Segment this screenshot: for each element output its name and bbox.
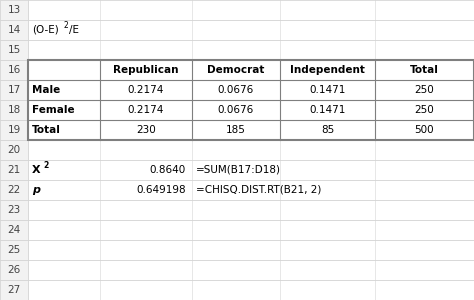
Text: 85: 85 — [321, 125, 334, 135]
Text: 26: 26 — [8, 265, 21, 275]
Bar — [28, 120, 474, 140]
Bar — [28, 140, 474, 160]
Text: (O-E): (O-E) — [32, 25, 59, 35]
Text: =SUM(B17:D18): =SUM(B17:D18) — [196, 165, 281, 175]
Bar — [28, 0, 474, 20]
Text: Male: Male — [32, 85, 60, 95]
Text: 250: 250 — [415, 105, 434, 115]
Text: 19: 19 — [8, 125, 21, 135]
Text: 0.0676: 0.0676 — [218, 85, 254, 95]
Text: 18: 18 — [8, 105, 21, 115]
Bar — [0, 200, 28, 220]
Bar — [0, 40, 28, 60]
Text: 500: 500 — [415, 125, 434, 135]
Text: Total: Total — [32, 125, 61, 135]
Bar — [28, 100, 474, 120]
Bar — [28, 60, 474, 80]
Text: Republican: Republican — [113, 65, 179, 75]
Text: 14: 14 — [8, 25, 21, 35]
Bar — [0, 80, 28, 100]
Bar — [0, 0, 28, 20]
Bar — [0, 120, 28, 140]
Text: 27: 27 — [8, 285, 21, 295]
Text: 0.1471: 0.1471 — [310, 85, 346, 95]
Text: 23: 23 — [8, 205, 21, 215]
Text: 17: 17 — [8, 85, 21, 95]
Text: 21: 21 — [8, 165, 21, 175]
Text: 25: 25 — [8, 245, 21, 255]
Bar — [28, 280, 474, 300]
Text: Female: Female — [32, 105, 74, 115]
Text: 16: 16 — [8, 65, 21, 75]
Bar — [0, 240, 28, 260]
Text: 0.0676: 0.0676 — [218, 105, 254, 115]
Bar — [0, 280, 28, 300]
Bar — [28, 40, 474, 60]
Bar — [0, 140, 28, 160]
Bar — [28, 80, 474, 100]
Text: =CHISQ.DIST.RT(B21, 2): =CHISQ.DIST.RT(B21, 2) — [196, 185, 321, 195]
Text: 0.649198: 0.649198 — [137, 185, 186, 195]
Bar — [28, 260, 474, 280]
Bar — [0, 160, 28, 180]
Text: 0.2174: 0.2174 — [128, 85, 164, 95]
Bar — [0, 220, 28, 240]
Text: 230: 230 — [136, 125, 156, 135]
Bar — [0, 20, 28, 40]
Bar — [28, 20, 474, 40]
Text: 0.1471: 0.1471 — [310, 105, 346, 115]
Bar — [0, 60, 28, 80]
Bar — [0, 260, 28, 280]
Text: 185: 185 — [226, 125, 246, 135]
Bar — [28, 60, 474, 140]
Text: p: p — [32, 185, 40, 195]
Text: 0.8640: 0.8640 — [150, 165, 186, 175]
Text: 2: 2 — [64, 21, 69, 30]
Text: 0.2174: 0.2174 — [128, 105, 164, 115]
Bar — [0, 100, 28, 120]
Bar — [0, 180, 28, 200]
Text: Democrat: Democrat — [207, 65, 264, 75]
Bar — [28, 160, 474, 180]
Text: Independent: Independent — [290, 65, 365, 75]
Bar — [28, 240, 474, 260]
Bar — [28, 180, 474, 200]
Text: 20: 20 — [8, 145, 20, 155]
Text: 22: 22 — [8, 185, 21, 195]
Text: 13: 13 — [8, 5, 21, 15]
Text: /E: /E — [69, 25, 79, 35]
Text: 24: 24 — [8, 225, 21, 235]
Text: X: X — [32, 165, 41, 175]
Text: 250: 250 — [415, 85, 434, 95]
Bar — [28, 200, 474, 220]
Text: 2: 2 — [43, 161, 48, 170]
Bar — [28, 220, 474, 240]
Text: Total: Total — [410, 65, 439, 75]
Text: 15: 15 — [8, 45, 21, 55]
